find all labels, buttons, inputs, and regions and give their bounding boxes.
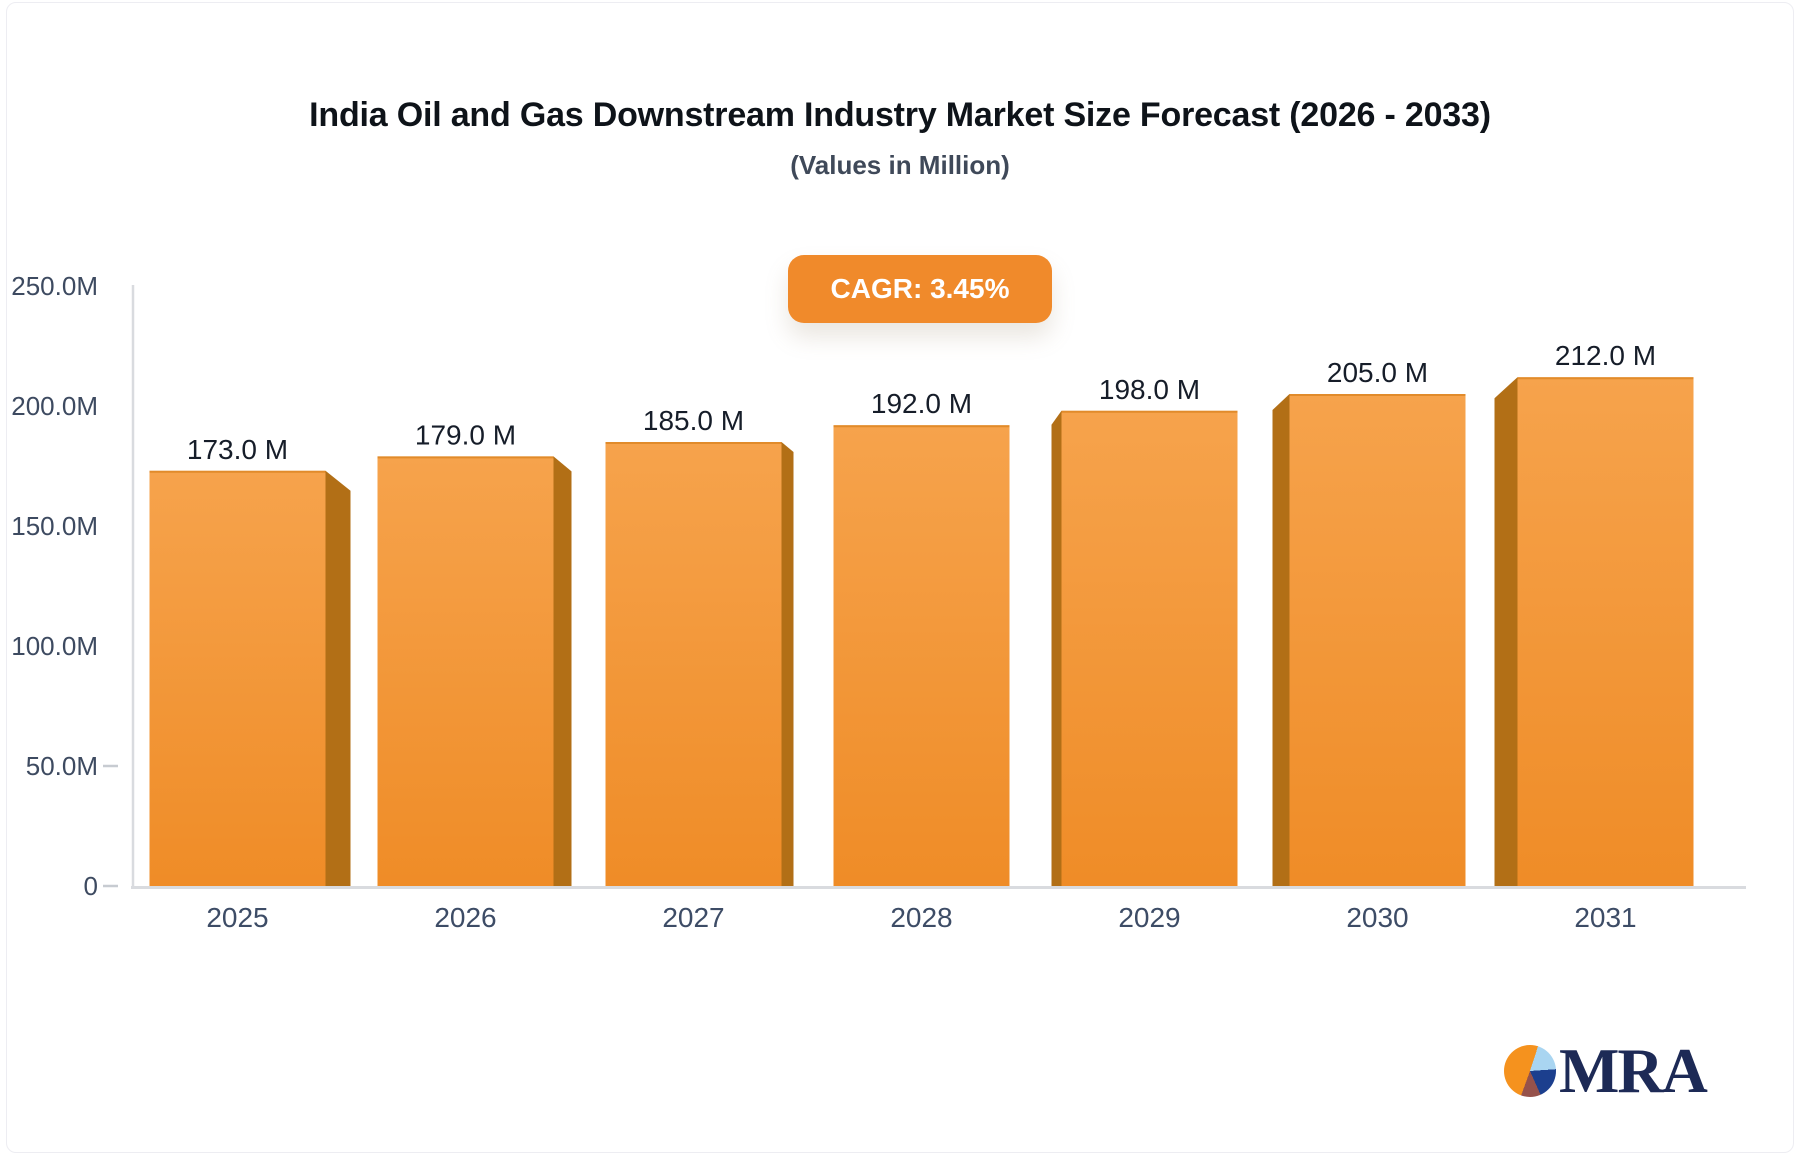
y-axis-label: 200.0M bbox=[11, 391, 98, 421]
bar-side-2027 bbox=[781, 442, 794, 886]
bar-2031[interactable] bbox=[1517, 377, 1694, 886]
bar-value-label: 192.0 M bbox=[871, 388, 972, 419]
bar-side-2031 bbox=[1494, 377, 1518, 886]
x-axis-label: 2027 bbox=[662, 902, 724, 933]
bar-value-label: 179.0 M bbox=[415, 419, 516, 450]
bar-2028[interactable] bbox=[833, 425, 1010, 886]
bar-side-2026 bbox=[553, 456, 572, 886]
bar-value-label: 212.0 M bbox=[1555, 340, 1656, 371]
cagr-badge-label: CAGR: 3.45% bbox=[830, 273, 1010, 304]
y-axis-label: 150.0M bbox=[11, 511, 98, 541]
bar-value-label: 205.0 M bbox=[1327, 357, 1428, 388]
pie-chart-logo-icon bbox=[1504, 1045, 1556, 1097]
mra-logo: MRA bbox=[1504, 1035, 1708, 1106]
chart-subtitle: (Values in Million) bbox=[790, 150, 1010, 180]
y-axis-label: 0 bbox=[84, 871, 98, 901]
x-axis-label: 2030 bbox=[1346, 902, 1408, 933]
mra-logo-text: MRA bbox=[1559, 1035, 1708, 1106]
bar-value-label: 185.0 M bbox=[643, 405, 744, 436]
bar-side-2029 bbox=[1051, 410, 1062, 886]
bar-2029[interactable] bbox=[1061, 410, 1238, 886]
x-axis-label: 2029 bbox=[1118, 902, 1180, 933]
y-axis-label: 100.0M bbox=[11, 631, 98, 661]
bar-value-label: 173.0 M bbox=[187, 434, 288, 465]
x-axis-label: 2026 bbox=[434, 902, 496, 933]
x-axis-label: 2031 bbox=[1574, 902, 1636, 933]
bar-2027[interactable] bbox=[605, 442, 782, 886]
chart-title: India Oil and Gas Downstream Industry Ma… bbox=[309, 96, 1491, 134]
bar-2025[interactable] bbox=[149, 470, 326, 886]
y-axis-label: 50.0M bbox=[26, 751, 98, 781]
cagr-badge: CAGR: 3.45% bbox=[788, 255, 1052, 323]
x-axis-label: 2028 bbox=[890, 902, 952, 933]
x-axis-label: 2025 bbox=[206, 902, 268, 933]
bar-value-label: 198.0 M bbox=[1099, 374, 1200, 405]
bar-side-2025 bbox=[325, 470, 351, 886]
bar-2026[interactable] bbox=[377, 456, 554, 886]
bar-2030[interactable] bbox=[1289, 394, 1466, 886]
bar-side-2030 bbox=[1272, 394, 1290, 886]
y-axis-label: 250.0M bbox=[11, 271, 98, 301]
